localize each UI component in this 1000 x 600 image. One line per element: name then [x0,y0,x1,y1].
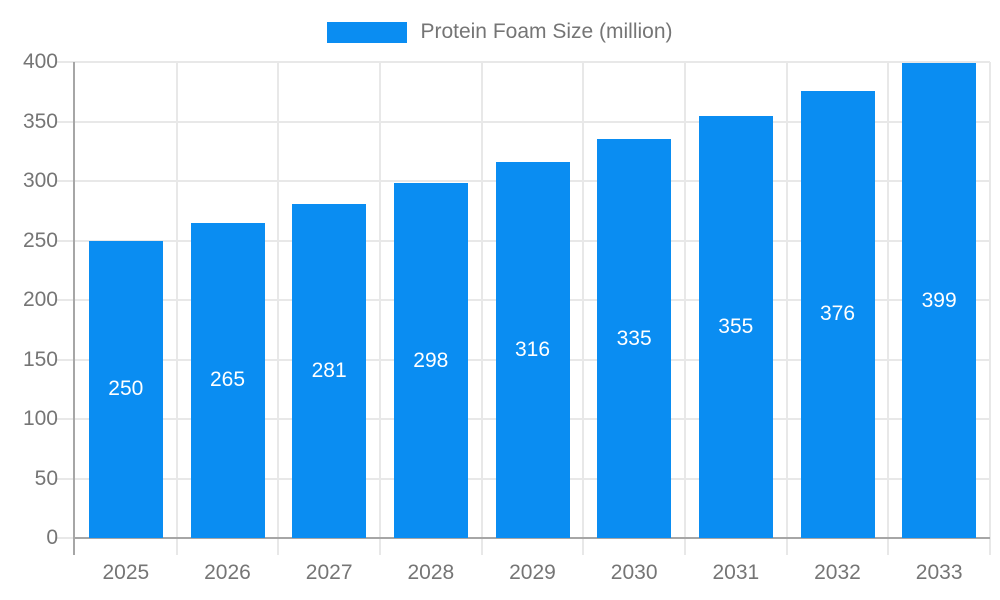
bar-value-label: 355 [718,314,754,338]
x-axis-tick-label: 2028 [407,561,455,584]
y-gridline [55,120,990,123]
x-gridline [582,62,585,555]
bar-value-label: 399 [921,288,957,312]
x-gridline [684,62,686,555]
x-gridline [379,62,381,555]
y-axis-tick-label: 50 [34,466,58,490]
x-gridline [175,62,178,555]
bar-value-label: 335 [616,326,652,350]
bar-value-label: 265 [209,368,246,392]
bar[interactable]: 316 [495,161,570,538]
bar[interactable]: 376 [800,90,875,538]
y-axis-tick-label: 400 [22,50,58,73]
x-gridline [277,62,280,555]
bar-value-label: 316 [514,337,551,361]
y-axis-tick-label: 200 [22,288,58,311]
bar[interactable]: 250 [88,240,163,538]
y-axis-tick-label: 250 [22,228,58,252]
bar-value-label: 250 [108,377,144,401]
y-axis-tick-label: 300 [22,169,58,192]
bar-value-label: 376 [819,302,856,326]
x-axis-tick-label: 2025 [102,561,150,584]
bar[interactable]: 335 [597,139,672,538]
x-gridline [480,62,483,555]
y-axis-line [73,62,75,555]
y-gridline [55,61,990,63]
bar[interactable]: 281 [292,203,367,538]
bar[interactable]: 265 [190,222,265,538]
y-gridline [55,537,75,539]
x-axis-tick-label: 2032 [814,561,861,584]
bar-value-label: 281 [311,358,347,382]
bar[interactable]: 355 [698,115,773,538]
x-axis-tick-label: 2030 [610,561,658,584]
x-axis-tick-label: 2027 [305,561,353,584]
x-axis-tick-label: 2029 [509,561,556,584]
x-axis-tick-label: 2031 [712,561,760,584]
legend-swatch [327,21,408,43]
x-axis-tick-label: 2033 [915,561,963,584]
x-axis-line [73,537,990,539]
x-gridline [887,62,890,555]
bar[interactable]: 298 [393,183,468,538]
y-axis-tick-label: 150 [22,347,58,371]
x-gridline [989,62,991,555]
x-axis-tick-label: 2026 [204,561,251,584]
y-axis-tick-label: 350 [22,109,58,133]
y-axis-tick-label: 0 [46,526,58,549]
bar[interactable]: 399 [902,63,977,538]
legend-label: Protein Foam Size (million) [420,20,673,43]
chart-legend[interactable]: Protein Foam Size (million) [0,20,1000,44]
bar-value-label: 298 [413,348,449,372]
y-axis-tick-label: 100 [22,407,58,430]
x-gridline [785,62,788,555]
